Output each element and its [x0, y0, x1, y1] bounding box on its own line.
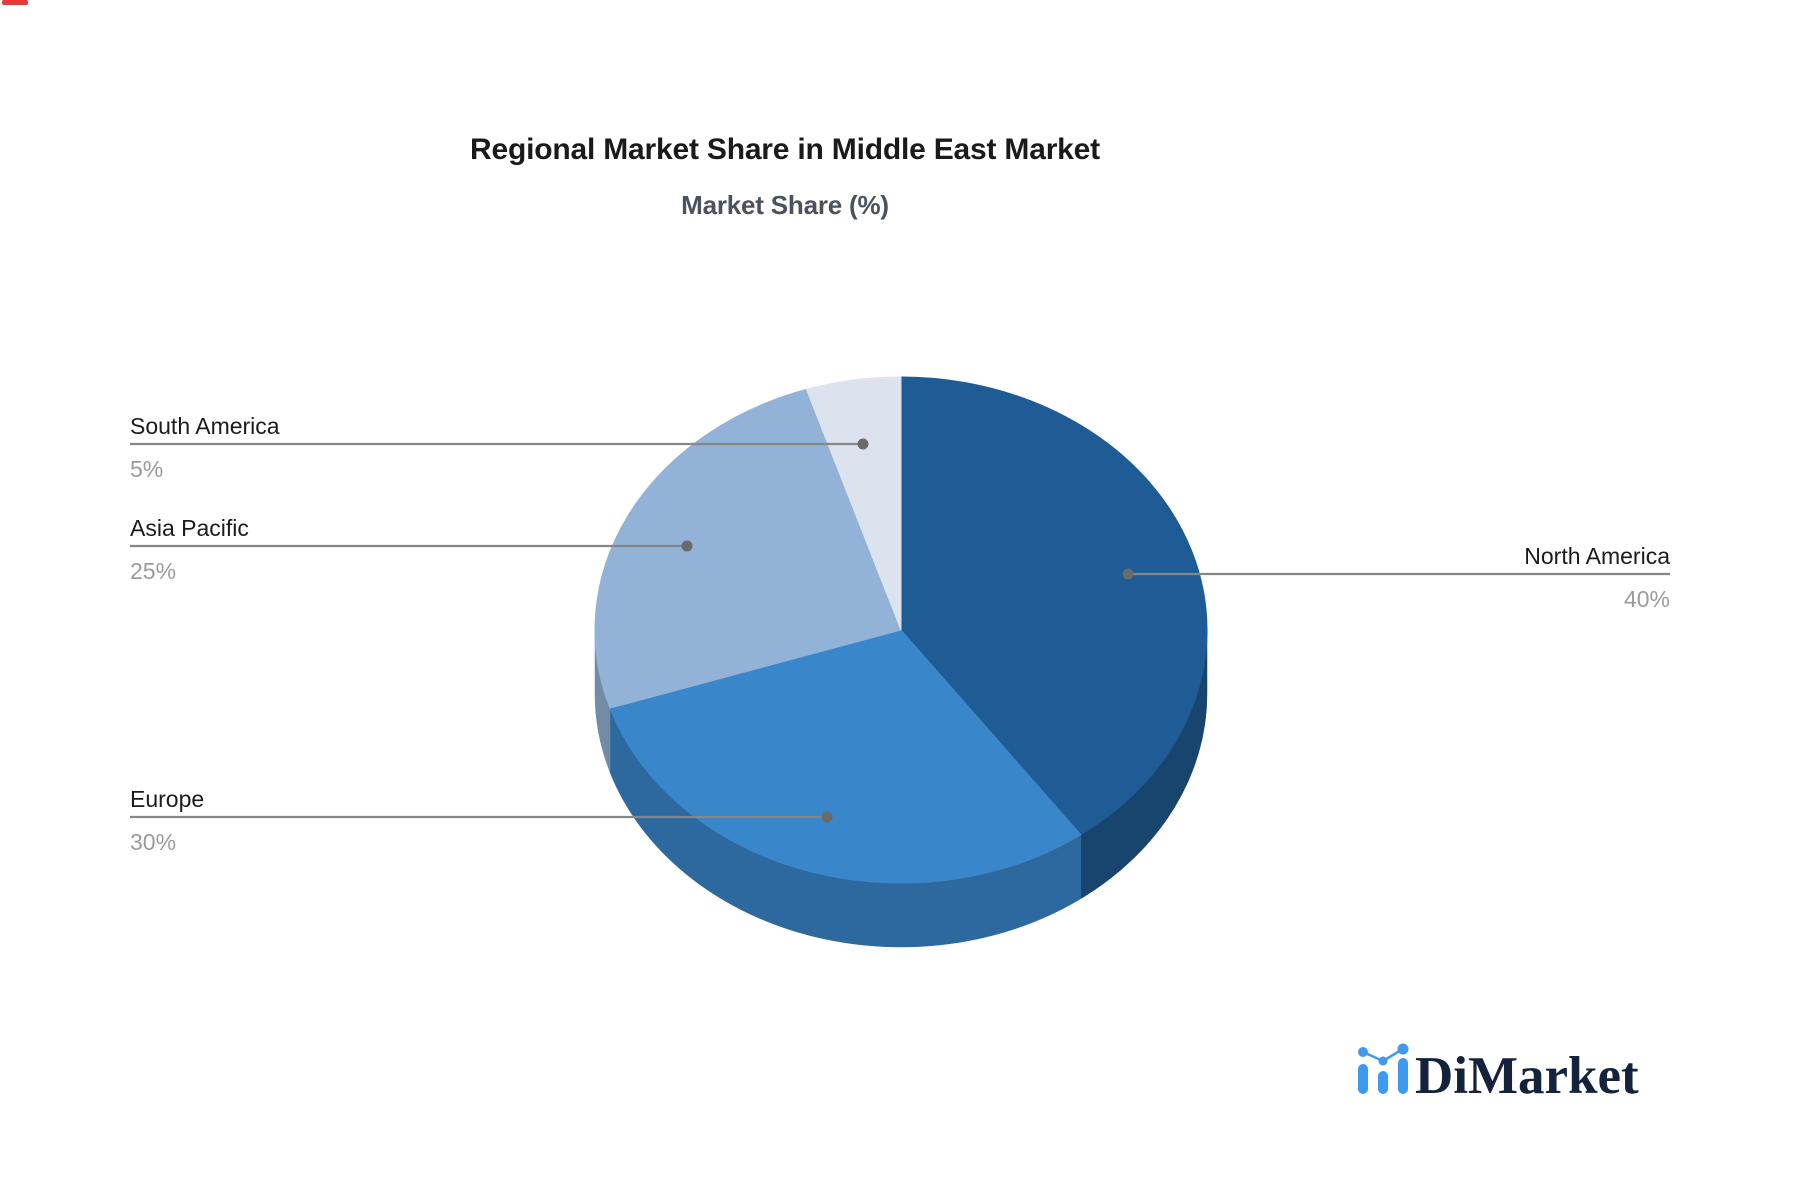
logo-dot: [1378, 1056, 1388, 1066]
pie-slice-north-america[interactable]: [900, 376, 1208, 836]
dimarket-logo-text: DiMarket: [1415, 1047, 1639, 1105]
chart-subtitle: Market Share (%): [681, 190, 889, 220]
pie-slice-asia-pacific[interactable]: [594, 388, 902, 709]
slice-label: North America: [1524, 543, 1670, 569]
chart-title: Regional Market Share in Middle East Mar…: [470, 133, 1100, 166]
slice-value: 30%: [130, 829, 176, 855]
logo-bar: [1358, 1064, 1368, 1094]
callout-dot: [821, 811, 833, 823]
pie-slice-europe[interactable]: [609, 629, 1082, 884]
logo-bar: [1398, 1058, 1408, 1094]
slice-value: 40%: [1624, 586, 1670, 612]
logo-bar: [1378, 1071, 1388, 1094]
callout-dot: [1122, 568, 1134, 580]
callout-europe: Europe 30%: [130, 786, 833, 855]
callout-north-america: North America 40%: [1122, 543, 1670, 612]
callout-dot: [857, 438, 869, 450]
slice-label: Europe: [130, 786, 204, 812]
slice-label: South America: [130, 413, 280, 439]
callout-asia-pacific: Asia Pacific 25%: [130, 515, 693, 584]
dimarket-logo-icon: [1358, 1043, 1409, 1094]
logo-dot: [1358, 1047, 1368, 1057]
callout-south-america: South America 5%: [130, 413, 869, 482]
slice-label: Asia Pacific: [130, 515, 249, 541]
slice-value: 5%: [130, 456, 163, 482]
logo-dot: [1397, 1043, 1409, 1055]
pie-slice-south-america[interactable]: [805, 376, 902, 631]
corner-artifact: [2, 0, 28, 5]
callout-dot: [681, 540, 693, 552]
slice-value: 25%: [130, 558, 176, 584]
